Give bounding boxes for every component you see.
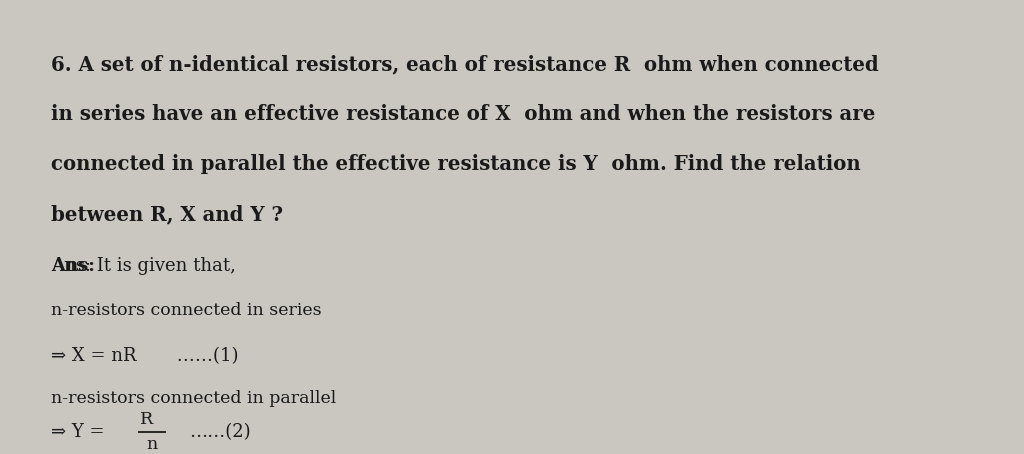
Text: R: R (140, 411, 153, 429)
Text: connected in parallel the effective resistance is Y  ohm. Find the relation: connected in parallel the effective resi… (51, 154, 861, 174)
Text: ⇒ Y =: ⇒ Y = (51, 423, 111, 441)
Text: n-resistors connected in series: n-resistors connected in series (51, 302, 322, 319)
Text: 6. A set of n-identical resistors, each of resistance R  ohm when connected: 6. A set of n-identical resistors, each … (51, 54, 879, 74)
Text: between R, X and Y ?: between R, X and Y ? (51, 204, 284, 224)
Text: n: n (146, 436, 157, 454)
Text: ⇒ X = nR       ……(1): ⇒ X = nR ……(1) (51, 347, 239, 365)
Text: Ans: It is given that,: Ans: It is given that, (51, 257, 237, 275)
Text: in series have an effective resistance of X  ohm and when the resistors are: in series have an effective resistance o… (51, 104, 876, 124)
Text: Ans:: Ans: (51, 257, 95, 275)
Text: ……(2): ……(2) (189, 423, 251, 441)
Text: n-resistors connected in parallel: n-resistors connected in parallel (51, 390, 337, 407)
